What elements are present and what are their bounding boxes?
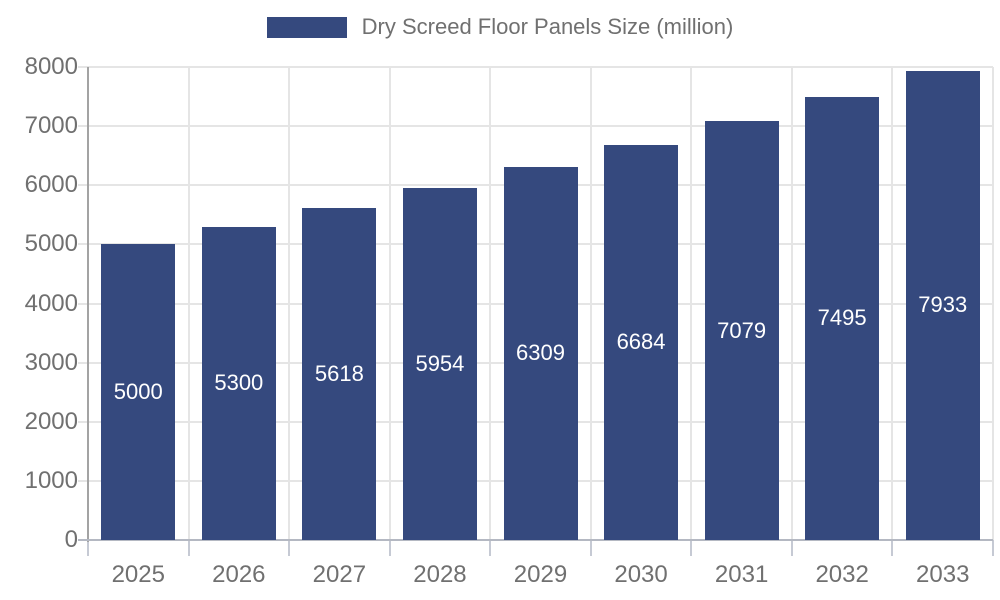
bar	[805, 96, 880, 540]
x-axis-tick-label: 2028	[413, 561, 467, 588]
x-axis-tick-label: 2033	[916, 561, 970, 588]
gridline-horizontal	[78, 125, 993, 128]
gridline-horizontal	[78, 66, 993, 68]
x-axis-tick-label: 2025	[111, 561, 165, 588]
y-axis-tick-label: 6000	[24, 171, 78, 199]
x-axis-tick-label: 2032	[815, 561, 869, 588]
gridline-vertical	[690, 67, 693, 540]
x-axis-tick	[489, 540, 492, 556]
x-axis-tick	[891, 540, 894, 556]
y-axis-tick-label: 4000	[24, 289, 78, 317]
bar-value-label: 5954	[415, 350, 465, 376]
bar	[503, 166, 578, 540]
x-axis-tick	[790, 540, 793, 556]
x-axis-tick-label: 2031	[714, 561, 769, 588]
bar	[604, 144, 679, 540]
y-axis-tick-label: 1000	[24, 466, 78, 494]
legend-swatch	[266, 16, 347, 38]
y-axis-tick-label: 3000	[24, 348, 78, 376]
gridline-vertical	[790, 67, 793, 540]
y-axis-tick-label: 2000	[24, 407, 78, 435]
x-axis-tick	[992, 540, 994, 556]
legend[interactable]: Dry Screed Floor Panels Size (million)	[0, 14, 1000, 40]
y-axis-line	[87, 67, 89, 542]
bar-value-label: 7933	[918, 292, 968, 318]
bar	[402, 187, 477, 540]
bar	[101, 244, 176, 540]
bar	[302, 207, 377, 540]
bar-value-label: 6684	[616, 329, 666, 355]
x-axis-tick	[288, 540, 291, 556]
x-axis-tick-label: 2030	[614, 561, 668, 588]
bar	[704, 121, 779, 540]
bar-value-label: 5000	[113, 379, 163, 405]
x-axis-tick	[187, 540, 190, 556]
gridline-vertical	[288, 67, 291, 540]
x-axis-tick	[690, 540, 693, 556]
x-axis-line	[78, 539, 993, 541]
x-axis-tick-label: 2026	[212, 561, 266, 588]
bar-value-label: 5618	[314, 360, 364, 386]
x-axis-tick	[589, 540, 592, 556]
bar-value-label: 5300	[214, 370, 264, 396]
x-axis-tick-label: 2029	[513, 561, 568, 588]
gridline-vertical	[589, 67, 592, 540]
y-axis-tick-label: 7000	[24, 112, 78, 140]
y-axis-tick-label: 5000	[24, 230, 78, 258]
bar	[905, 70, 980, 540]
gridline-vertical	[489, 67, 492, 540]
x-axis-tick	[388, 540, 391, 556]
bar-value-label: 7079	[717, 317, 767, 343]
bar-value-label: 6309	[516, 340, 565, 366]
gridline-vertical	[388, 67, 391, 540]
gridline-vertical	[187, 67, 190, 540]
gridline-vertical	[992, 67, 994, 540]
bar-value-label: 7495	[817, 305, 867, 331]
bar	[201, 226, 276, 540]
gridline-vertical	[891, 67, 894, 540]
y-axis-tick-label: 0	[64, 526, 78, 553]
x-axis-tick-label: 2027	[312, 561, 367, 588]
legend-label: Dry Screed Floor Panels Size (million)	[361, 14, 734, 39]
y-axis-tick-label: 8000	[24, 53, 78, 80]
x-axis-tick	[87, 540, 89, 556]
